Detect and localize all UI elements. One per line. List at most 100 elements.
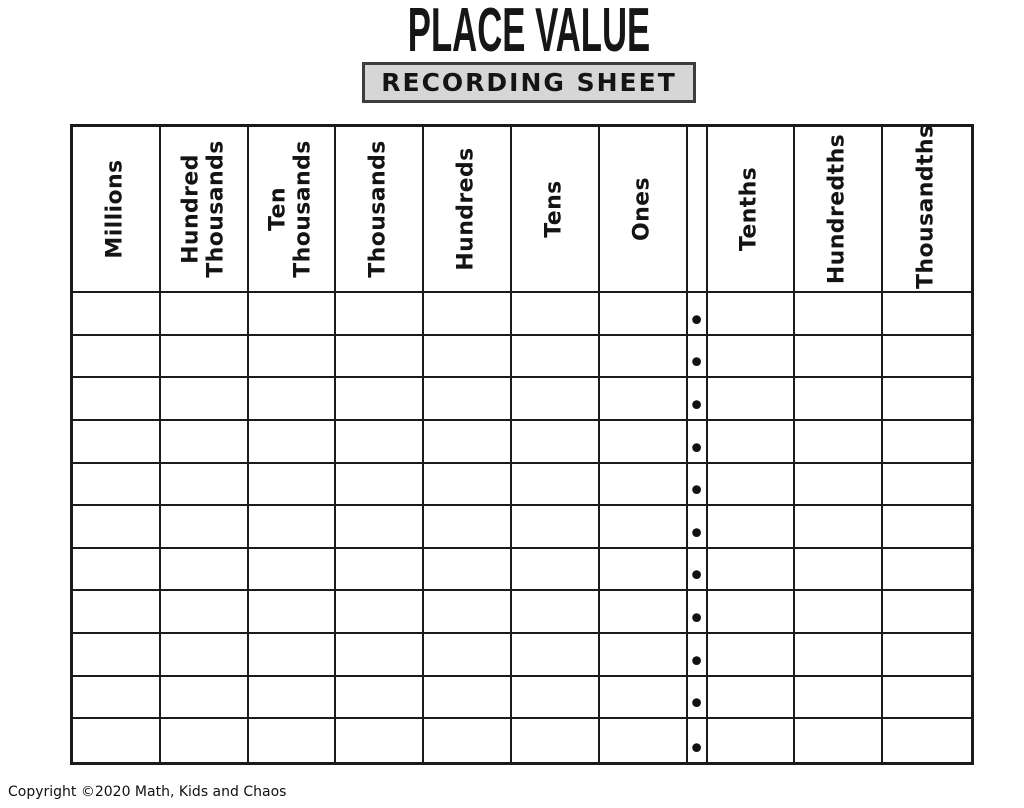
writing-cell [248,420,337,464]
writing-cell [248,676,337,720]
writing-cell [336,420,425,464]
sheet-title: PLACE VALUE [407,0,651,65]
column-header-thousands: Thousands [336,127,425,293]
writing-cell [160,506,249,549]
place-value-table: Millions Hundred Thousands Ten Thousands Th… [70,124,974,765]
column-header-label: Tens [541,180,567,238]
writing-cell [248,378,337,421]
writing-cell [160,378,249,421]
decimal-point: • [687,732,706,767]
writing-cell [512,420,600,464]
writing-cell [424,335,512,379]
column-header-tens: Tens [512,127,600,293]
writing-cell [73,676,161,720]
decimal-point: • [687,516,706,552]
writing-cell [336,591,425,635]
writing-cell [248,591,337,635]
writing-cell [599,634,688,677]
writing-cell [161,719,249,762]
writing-cell [795,719,884,762]
writing-cell [160,548,249,592]
writing-cell [73,378,161,421]
writing-cell [795,378,884,421]
writing-cell [707,591,796,635]
writing-cell [599,420,688,464]
column-header-hundreds: Hundreds [424,127,512,293]
writing-cell [883,421,971,464]
writing-cell [336,463,425,507]
writing-cell [160,591,249,635]
writing-cell [707,420,796,464]
column-header-label: Tenths [737,166,763,252]
writing-cell [512,378,600,421]
sheet-header: PLACE VALUE RECORDING SHEET [0,0,1024,103]
writing-cell [160,463,249,507]
writing-cell [248,548,337,592]
writing-cell [599,335,688,379]
writing-cell [73,293,161,336]
writing-cell [73,719,161,762]
writing-cell [600,719,688,762]
writing-cell [883,591,971,635]
column-header-millions: Millions [73,127,161,293]
column-header-hundred-thousands: Hundred Thousands [160,127,249,293]
column-header-label: Ten Thousands [265,140,316,278]
column-header-label: Ones [629,177,655,241]
writing-cell [599,463,688,507]
writing-cell [336,548,425,592]
writing-cell [424,293,512,336]
writing-cell [512,335,600,379]
writing-cell [707,378,796,421]
writing-cell [424,548,512,592]
column-header-hundredths: Hundredths [795,127,884,293]
writing-cell [248,506,337,549]
decimal-point-cell: • [687,463,708,510]
column-header-label: Thousands [365,140,391,278]
writing-cell [336,378,425,421]
writing-cell [73,634,161,677]
decimal-point: • [687,474,706,510]
writing-cell [795,676,884,720]
writing-cell [708,719,796,762]
writing-cell [599,378,688,421]
writing-cell [707,293,796,336]
writing-cell [707,335,796,379]
writing-cell [883,506,971,549]
writing-cell [248,634,337,677]
writing-cell [424,634,512,677]
writing-cell [512,591,600,635]
decimal-point-cell: • [687,591,708,635]
column-header-tenths: Tenths [707,127,796,293]
writing-cell [160,634,249,677]
column-header-label: Hundreds [453,147,479,271]
writing-cell [73,335,161,379]
writing-cell [599,676,688,720]
writing-cell [599,591,688,635]
writing-cell [795,335,884,379]
writing-cell [707,634,796,677]
decimal-column-header [687,127,708,293]
writing-cell [707,676,796,720]
decimal-point: • [687,559,706,595]
writing-cell [73,463,161,507]
writing-cell [795,591,884,635]
decimal-point: • [687,303,706,339]
writing-cell [707,463,796,507]
writing-cell [160,335,249,379]
writing-cell [795,506,884,549]
writing-cell [512,719,600,762]
column-header-label: Hundred Thousands [178,140,228,278]
subtitle-box: RECORDING SHEET [362,62,696,103]
decimal-point: • [687,346,706,382]
writing-cell [512,506,600,549]
writing-cell [424,506,512,549]
writing-cell [707,506,796,549]
writing-cell [512,634,600,677]
writing-cell [883,549,971,592]
decimal-point: • [687,644,706,680]
writing-cell [160,420,249,464]
writing-cell [73,420,161,464]
writing-cell [248,335,337,379]
writing-cell [73,506,161,549]
decimal-point-cell: • [687,378,708,421]
